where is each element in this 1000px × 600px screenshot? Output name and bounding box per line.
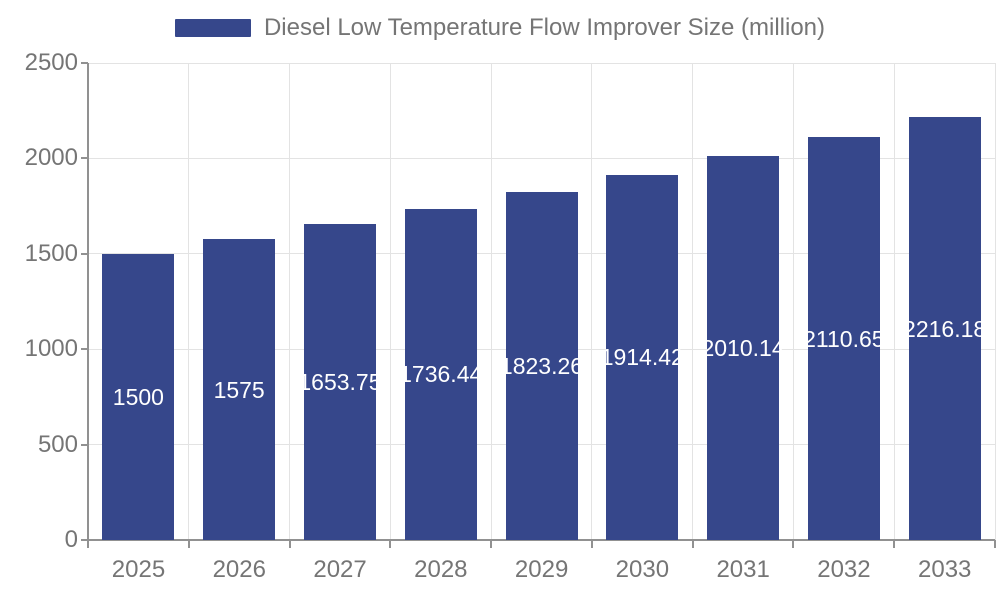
y-tick-label: 1500 xyxy=(24,239,78,267)
x-axis-line xyxy=(88,539,995,541)
bar[interactable] xyxy=(606,174,679,540)
x-gridline xyxy=(994,63,996,540)
y-gridline xyxy=(88,62,995,64)
y-axis-line xyxy=(87,63,89,540)
x-tick-label: 2033 xyxy=(918,556,972,583)
x-axis-tick xyxy=(87,540,89,548)
bar[interactable] xyxy=(908,117,981,540)
x-axis-tick xyxy=(893,540,896,548)
bar[interactable] xyxy=(303,224,376,540)
legend-swatch xyxy=(174,19,251,37)
bar[interactable] xyxy=(707,156,780,540)
y-axis-tick xyxy=(81,348,88,351)
y-tick-label: 2500 xyxy=(24,49,78,76)
x-axis-tick xyxy=(590,540,593,548)
y-axis-tick xyxy=(81,252,88,255)
x-gridline xyxy=(591,63,593,540)
x-axis-tick xyxy=(490,540,493,548)
x-tick-label: 2025 xyxy=(111,556,166,583)
x-tick-label: 2030 xyxy=(615,556,670,583)
y-tick-label: 500 xyxy=(37,430,78,458)
bar[interactable] xyxy=(102,253,175,540)
bar[interactable] xyxy=(404,208,477,540)
x-gridline xyxy=(893,63,895,540)
x-axis-tick xyxy=(691,540,694,548)
bar[interactable] xyxy=(505,192,578,540)
y-axis-tick xyxy=(81,539,88,541)
x-gridline xyxy=(188,63,190,540)
x-tick-label: 2026 xyxy=(212,556,266,583)
y-tick-label: 1000 xyxy=(24,335,78,363)
x-gridline xyxy=(389,63,391,540)
y-gridline xyxy=(88,157,995,159)
y-axis-tick xyxy=(81,157,88,160)
y-tick-label: 0 xyxy=(64,526,78,553)
x-gridline xyxy=(490,63,492,540)
x-tick-label: 2027 xyxy=(313,556,367,583)
x-gridline xyxy=(692,63,694,540)
bar[interactable] xyxy=(203,239,276,540)
legend-label: Diesel Low Temperature Flow Improver Siz… xyxy=(263,14,826,41)
x-axis-tick xyxy=(792,540,795,548)
x-tick-label: 2029 xyxy=(514,556,569,583)
x-gridline xyxy=(289,63,291,540)
x-axis-tick xyxy=(187,540,190,548)
y-axis-tick xyxy=(81,443,88,446)
x-tick-label: 2032 xyxy=(817,556,871,583)
y-axis-tick xyxy=(81,62,88,64)
x-axis-tick xyxy=(994,540,996,548)
y-tick-label: 2000 xyxy=(24,144,78,172)
legend[interactable]: Diesel Low Temperature Flow Improver Siz… xyxy=(0,14,1000,42)
x-tick-label: 2028 xyxy=(414,556,468,583)
x-axis-tick xyxy=(288,540,291,548)
x-gridline xyxy=(792,63,794,540)
x-tick-label: 2031 xyxy=(716,556,770,583)
x-axis-tick xyxy=(389,540,392,548)
bar[interactable] xyxy=(807,137,880,540)
